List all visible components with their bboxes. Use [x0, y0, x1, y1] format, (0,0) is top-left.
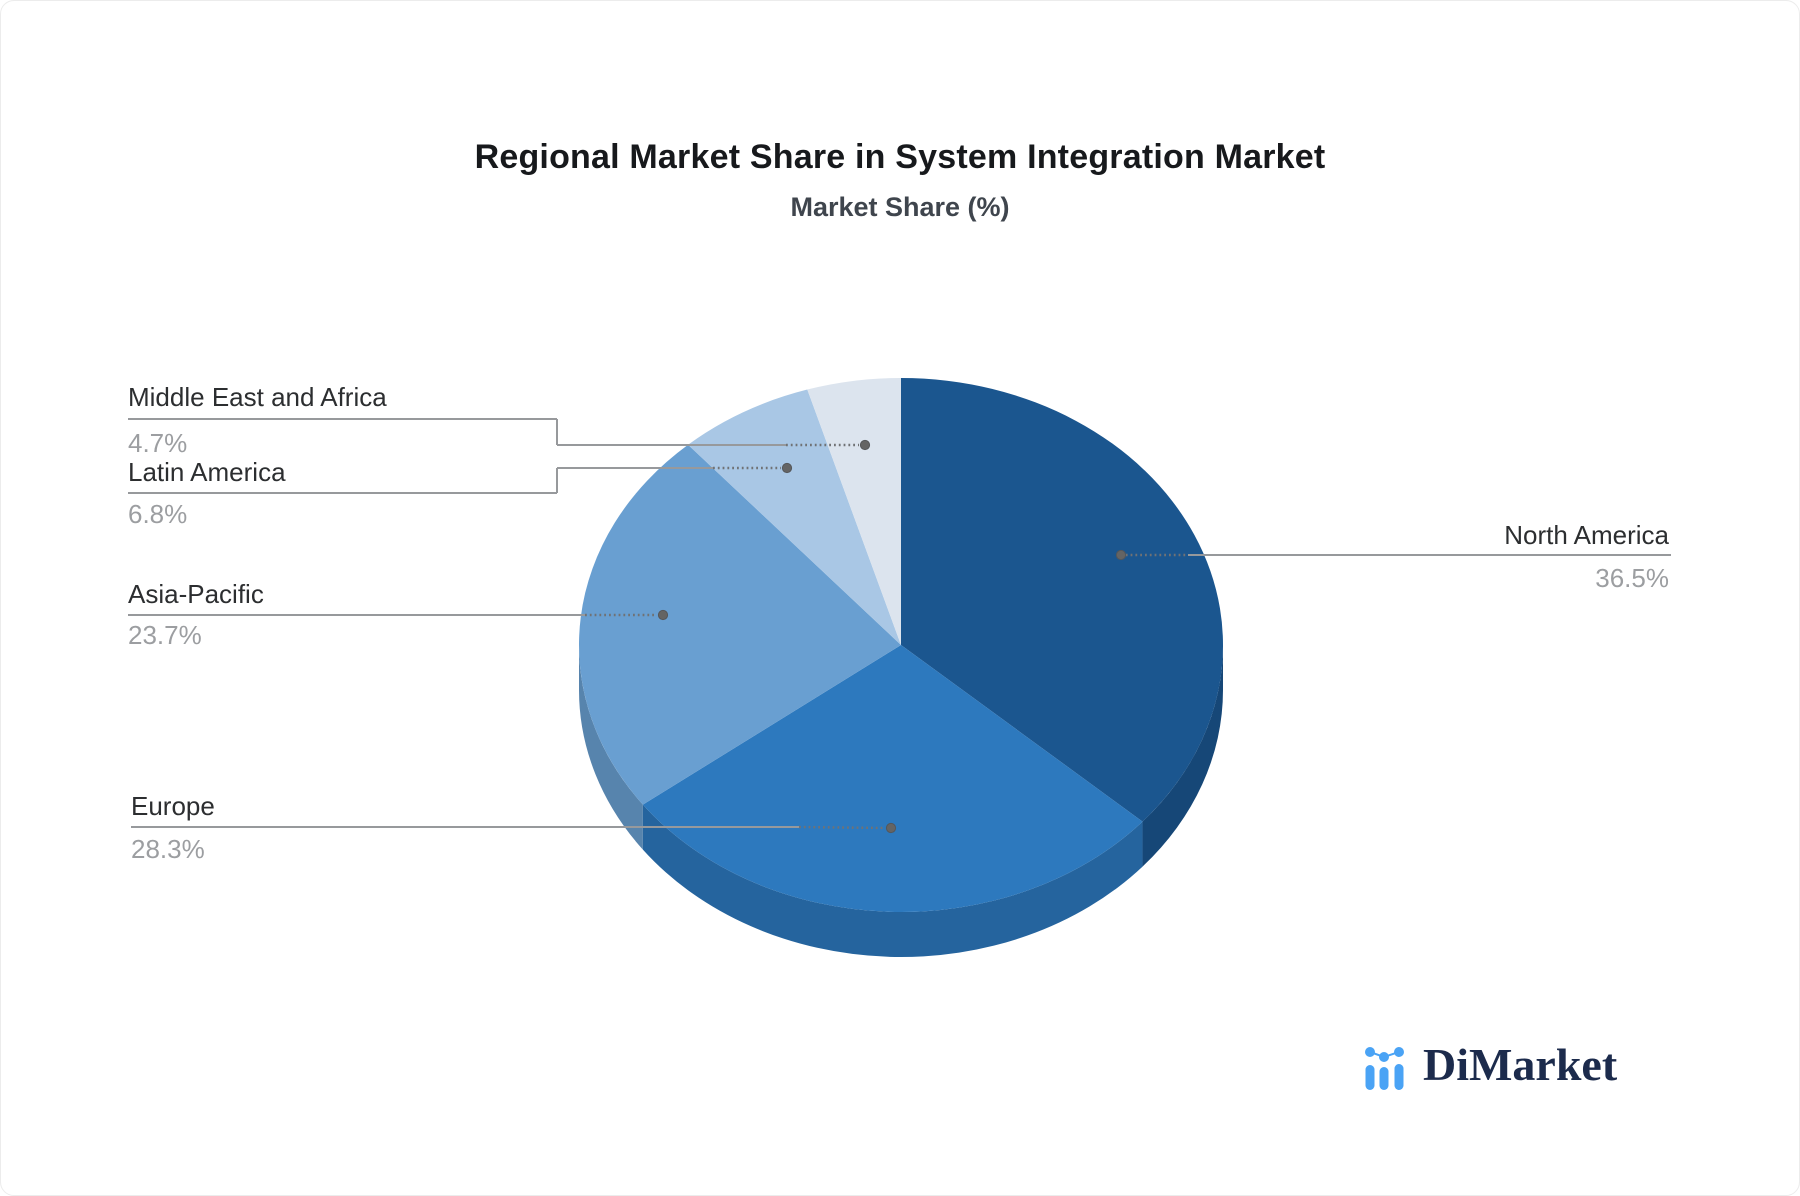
leader-dot-latin-america [781, 462, 793, 474]
slice-label-asia-pacific: Asia-Pacific [128, 579, 264, 609]
pie-slice-side-europe [642, 804, 1143, 957]
slice-label-latin-america: Latin America [128, 457, 286, 487]
pie-slice-latin-america[interactable] [688, 389, 901, 645]
slice-label-middle-east-and-africa: Middle East and Africa [128, 382, 387, 412]
slice-pct-latin-america: 6.8% [128, 499, 188, 529]
watermark: DiMarket [1359, 1039, 1617, 1091]
leader-dot-middle-east-and-africa [859, 439, 871, 451]
pie-slice-north-america[interactable] [901, 378, 1224, 822]
dimarket-brand-text: DiMarket [1423, 1039, 1618, 1090]
slice-label-north-america: North America [1504, 520, 1669, 550]
leader-dot-asia-pacific [657, 609, 669, 621]
pie-slice-side-north-america [1142, 645, 1223, 867]
pie-slice-asia-pacific[interactable] [579, 444, 901, 805]
chart-subtitle: Market Share (%) [790, 192, 1010, 222]
dimarket-logo-icon [1365, 1047, 1404, 1090]
slice-pct-asia-pacific: 23.7% [128, 620, 202, 650]
slice-pct-europe: 28.3% [131, 834, 205, 864]
slice-pct-middle-east-and-africa: 4.7% [128, 428, 188, 458]
slice-label-europe: Europe [131, 791, 215, 821]
leader-dot-north-america [1115, 549, 1127, 561]
slice-pct-north-america: 36.5% [1595, 563, 1669, 593]
leader-dot-europe [885, 822, 897, 834]
chart-title: Regional Market Share in System Integrat… [474, 138, 1326, 176]
pie-slice-europe[interactable] [642, 645, 1143, 912]
pie-slice-side-asia-pacific [579, 645, 643, 850]
